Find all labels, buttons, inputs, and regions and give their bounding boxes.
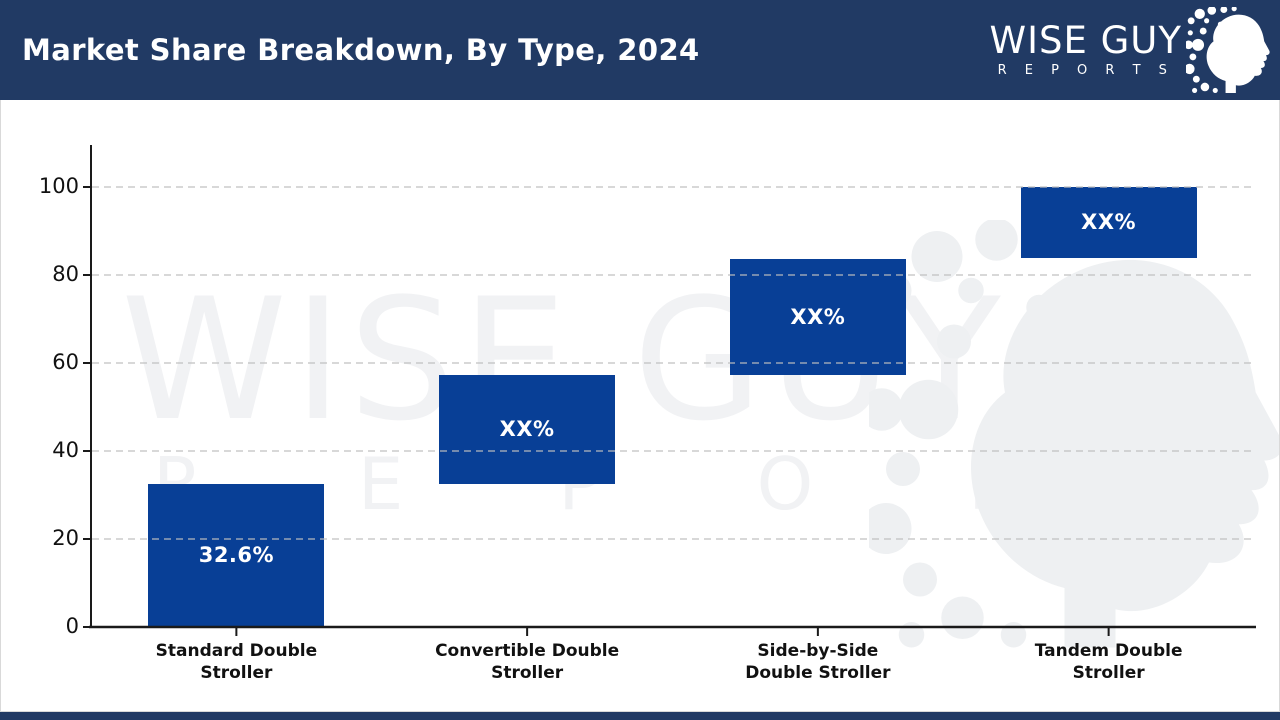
- header-band: Market Share Breakdown, By Type, 2024 WI…: [0, 0, 1280, 100]
- bar-value-label: XX%: [790, 305, 846, 330]
- y-tick-label: 20: [52, 526, 79, 550]
- bar-value-label: 32.6%: [198, 543, 275, 568]
- x-category-label: Tandem Double Stroller: [1034, 641, 1183, 684]
- x-category-label: Standard Double Stroller: [155, 641, 318, 684]
- bar-value-label: XX%: [499, 417, 555, 442]
- plot-area: WISE GUY R E P O R T S 32.6%XX%XX%XX% 02…: [0, 100, 1280, 712]
- y-tick-label: 60: [52, 350, 79, 374]
- logo-face-icon: [1186, 7, 1270, 93]
- logo-wordmark: WISE GUY R E P O R T S: [990, 22, 1182, 78]
- y-tick-label: 0: [65, 614, 79, 638]
- y-tick-label: 80: [52, 262, 79, 286]
- y-tick-label: 40: [52, 438, 79, 462]
- bar-segment: XX%: [439, 374, 616, 484]
- logo-wiseguy-text: WISE GUY: [989, 19, 1182, 62]
- logo-reports-text: R E P O R T S: [997, 63, 1174, 78]
- x-category-label: Convertible Double Stroller: [435, 641, 620, 684]
- footer-band: [0, 711, 1280, 720]
- watermark-face-icon: [869, 220, 1279, 648]
- bar-segment: XX%: [729, 259, 906, 375]
- wise-guy-logo: WISE GUY R E P O R T S: [990, 0, 1272, 100]
- bar-segment: XX%: [1020, 187, 1197, 258]
- watermark-wiseguy-text: WISE GUY: [121, 262, 1007, 458]
- bar-value-label: XX%: [1081, 210, 1137, 235]
- y-tick-label: 100: [38, 174, 79, 198]
- bar-segment: 32.6%: [148, 483, 325, 627]
- x-category-label: Side-by-Side Double Stroller: [745, 641, 891, 684]
- chart-title: Market Share Breakdown, By Type, 2024: [22, 33, 700, 67]
